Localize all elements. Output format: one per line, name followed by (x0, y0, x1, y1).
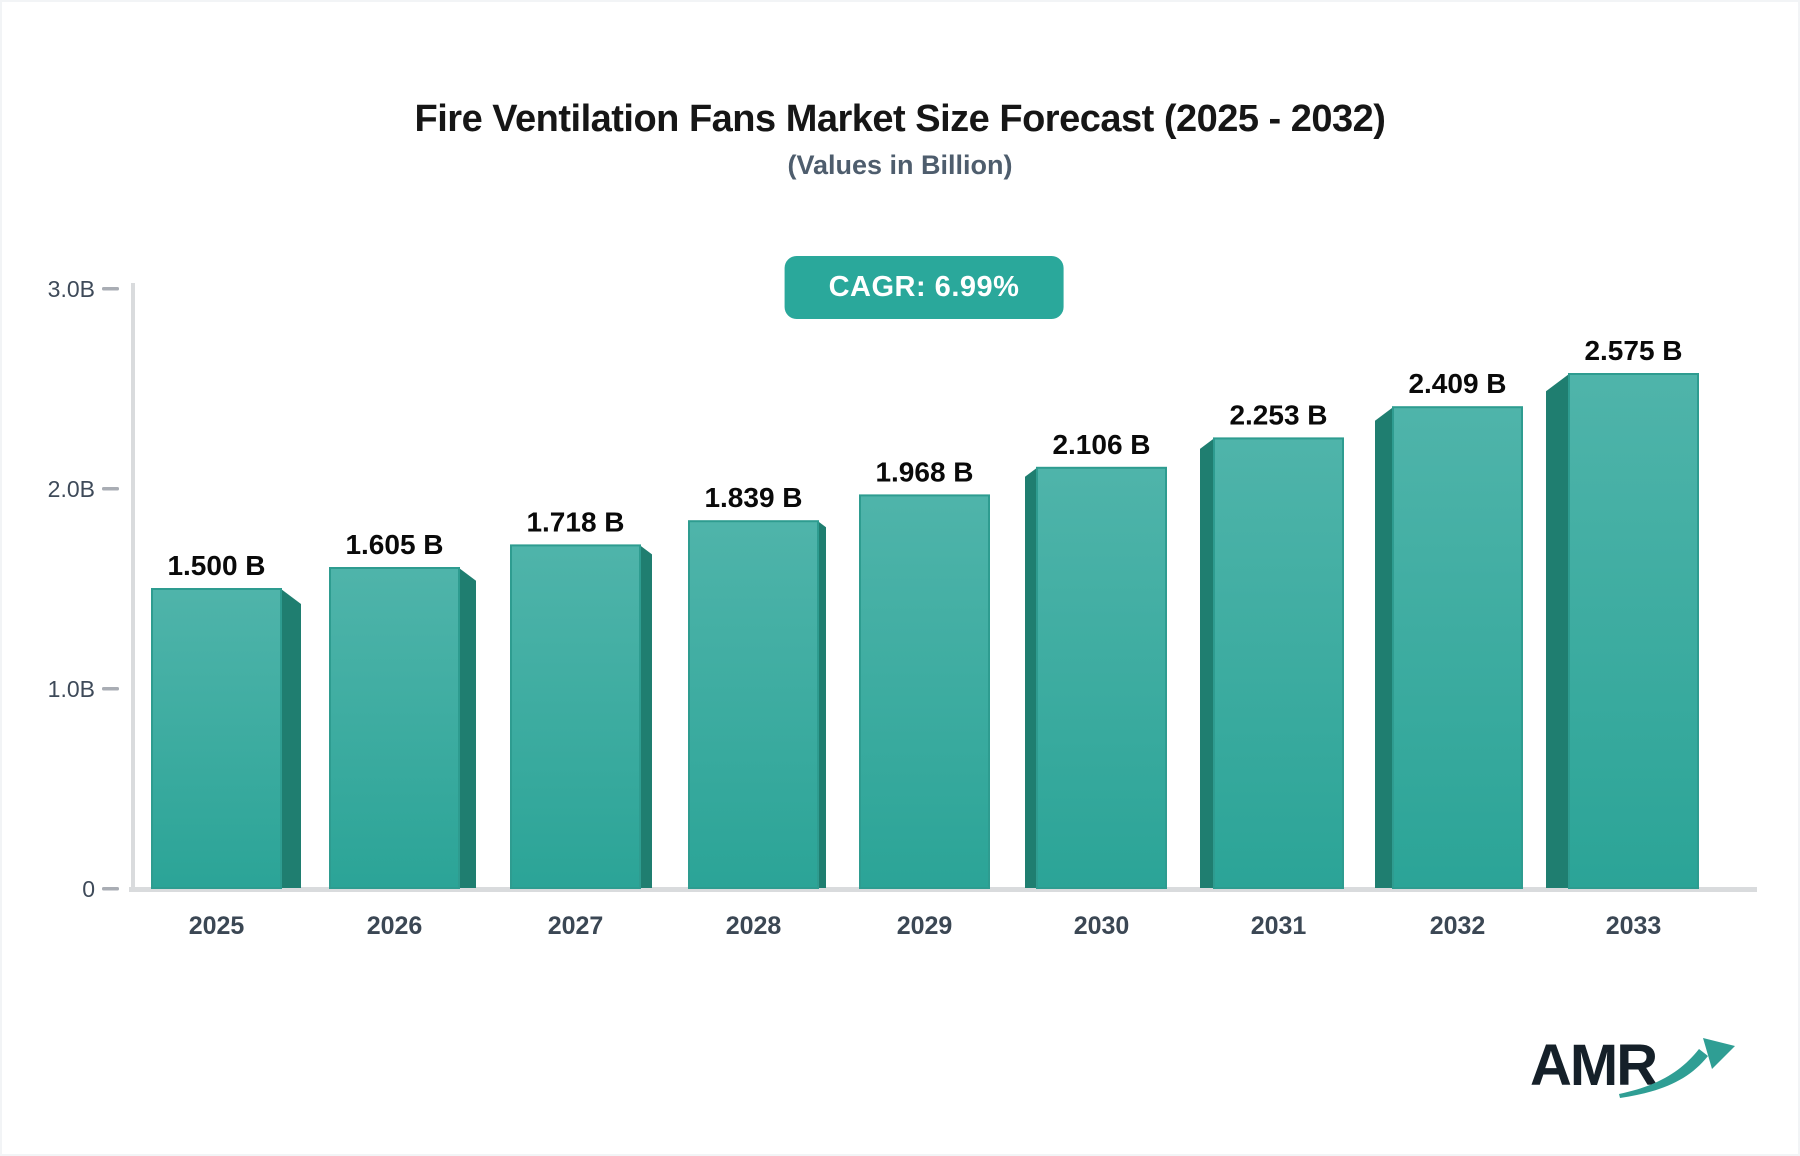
y-axis-line (131, 283, 135, 891)
bar-side-panel (281, 589, 301, 888)
bar-face (151, 588, 282, 889)
y-axis-label: 3.0B (48, 276, 95, 302)
x-axis-label: 2027 (548, 912, 604, 940)
amr-logo-text: AMR (1530, 1033, 1658, 1098)
bar-side-panel (1375, 407, 1393, 888)
bar-value-label: 2.409 B (1408, 368, 1506, 399)
x-axis-label: 2031 (1251, 912, 1307, 940)
bar-value-label: 1.718 B (526, 506, 624, 537)
x-axis-label: 2033 (1606, 912, 1662, 940)
bar-side-panel (1025, 467, 1037, 888)
bar-side-panel (818, 521, 826, 888)
bar-2031[interactable] (1200, 437, 1344, 889)
bar-2032[interactable] (1375, 406, 1523, 889)
bar-value-label: 1.500 B (167, 550, 265, 581)
bar-face (510, 544, 641, 890)
x-axis-label: 2028 (726, 912, 782, 940)
bar-value-label: 2.106 B (1052, 429, 1150, 460)
chart-subtitle: (Values in Billion) (787, 150, 1013, 180)
x-axis-label: 2030 (1074, 912, 1130, 940)
bar-value-label: 1.968 B (875, 456, 973, 487)
y-tick-mark (102, 687, 119, 691)
y-tick-mark (102, 487, 119, 491)
bar-side-panel (459, 568, 476, 888)
bar-side-panel (640, 545, 652, 888)
bar-value-label: 2.253 B (1229, 399, 1327, 430)
bar-face (688, 520, 819, 889)
bar-side-panel (1546, 374, 1569, 888)
bar-value-label: 2.575 B (1584, 335, 1682, 366)
bar-face (1213, 437, 1344, 889)
y-tick-mark (102, 287, 119, 291)
bar-2028[interactable] (688, 520, 826, 889)
bar-2030[interactable] (1025, 466, 1167, 889)
bar-2029[interactable] (859, 494, 990, 889)
x-axis-label: 2032 (1430, 912, 1486, 940)
y-axis-label: 2.0B (48, 476, 95, 502)
bar-value-label: 1.839 B (704, 482, 802, 513)
bar-2033[interactable] (1546, 373, 1699, 889)
bar-face (859, 494, 990, 889)
bar-face (1036, 466, 1167, 889)
x-axis-label: 2026 (367, 912, 423, 940)
bar-2025[interactable] (151, 588, 301, 889)
bar-side-panel (1200, 438, 1214, 888)
y-axis-label: 1.0B (48, 676, 95, 702)
y-tick-mark (102, 887, 119, 891)
x-axis-line (129, 887, 1757, 892)
x-axis-label: 2029 (897, 912, 953, 940)
bar-face (329, 567, 460, 889)
x-axis-label: 2025 (189, 912, 245, 940)
growth-arrow-icon (1619, 1038, 1735, 1098)
bar-2026[interactable] (329, 567, 476, 889)
bar-face (1392, 406, 1523, 889)
bar-2027[interactable] (510, 544, 652, 890)
y-axis-label: 0 (82, 876, 95, 902)
chart-title: Fire Ventilation Fans Market Size Foreca… (414, 98, 1386, 140)
bar-face (1568, 373, 1699, 889)
amr-logo: AMR (1530, 1032, 1750, 1122)
bar-value-label: 1.605 B (345, 529, 443, 560)
cagr-badge: CAGR: 6.99% (784, 256, 1064, 319)
